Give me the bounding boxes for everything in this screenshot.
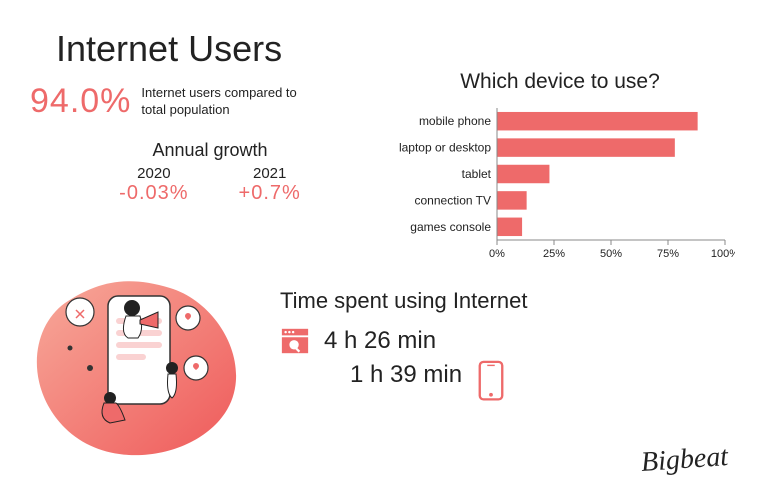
illustration <box>20 258 250 468</box>
device-chart-svg: mobile phone laptop or desktop tablet conne… <box>385 104 735 264</box>
annual-growth: Annual growth 2020 -0.03% 2021 +0.7% <box>90 140 330 205</box>
device-chart-body: mobile phone laptop or desktop tablet conne… <box>385 104 735 264</box>
illustration-svg <box>20 258 250 468</box>
time-spent: Time spent using Internet 4 h 26 min 1 h… <box>280 288 610 394</box>
svg-text:mobile phone: mobile phone <box>419 114 491 128</box>
phone-icon <box>476 360 506 390</box>
time-mobile-value: 1 h 39 min <box>350 361 462 389</box>
main-stat: 94.0% Internet users compared to total p… <box>30 82 311 121</box>
annual-growth-item: 2021 +0.7% <box>239 165 301 205</box>
signature: Bigbeat <box>640 441 729 479</box>
browser-icon <box>280 326 310 356</box>
time-desktop-value: 4 h 26 min <box>324 327 436 355</box>
time-spent-title: Time spent using Internet <box>280 288 610 314</box>
svg-text:laptop or desktop: laptop or desktop <box>399 141 491 155</box>
time-mobile-row: 1 h 39 min <box>280 360 610 390</box>
time-desktop-row: 4 h 26 min <box>280 326 610 356</box>
annual-value: +0.7% <box>239 182 301 205</box>
svg-text:50%: 50% <box>600 248 622 260</box>
svg-text:0%: 0% <box>489 248 505 260</box>
svg-text:75%: 75% <box>657 248 679 260</box>
device-chart: Which device to use? mobile phone laptop … <box>385 70 735 264</box>
annual-year: 2020 <box>119 165 188 182</box>
main-stat-description: Internet users compared to total populat… <box>141 85 311 118</box>
annual-value: -0.03% <box>119 182 188 205</box>
annual-growth-title: Annual growth <box>90 140 330 161</box>
annual-year: 2021 <box>239 165 301 182</box>
device-chart-title: Which device to use? <box>385 70 735 94</box>
svg-text:100%: 100% <box>711 248 735 260</box>
svg-text:games console: games console <box>410 220 491 234</box>
annual-growth-item: 2020 -0.03% <box>119 165 188 205</box>
svg-text:tablet: tablet <box>462 167 492 181</box>
svg-text:25%: 25% <box>543 248 565 260</box>
main-stat-value: 94.0% <box>30 82 131 121</box>
svg-text:connection TV: connection TV <box>415 193 492 207</box>
page-title: Internet Users <box>56 28 282 70</box>
